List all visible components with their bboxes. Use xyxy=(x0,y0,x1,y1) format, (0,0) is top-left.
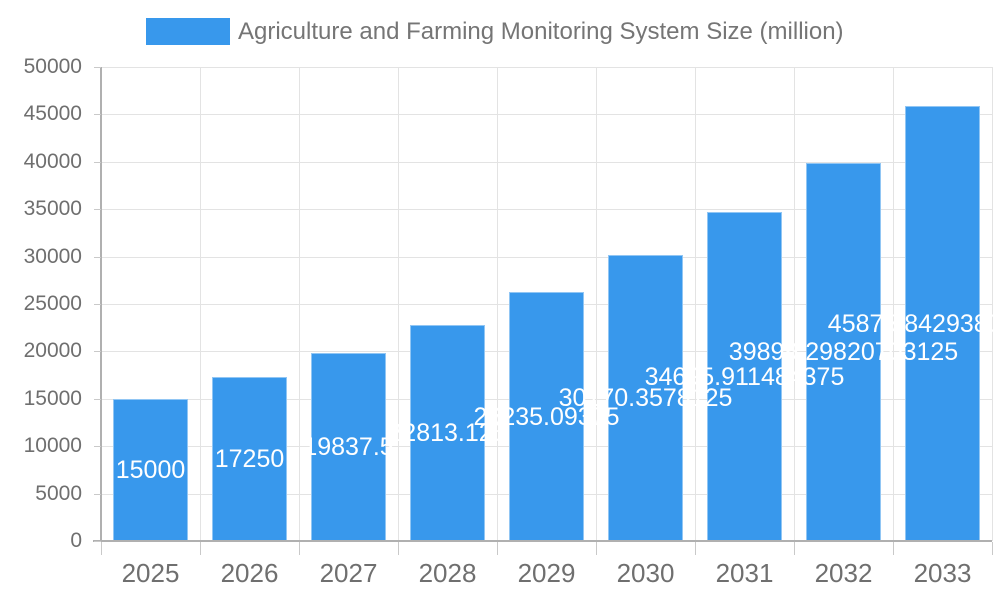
gridline-x-boundary-9 xyxy=(992,67,993,541)
x-tick-mark xyxy=(893,542,894,555)
gridline-x-boundary-4 xyxy=(497,67,498,541)
x-axis-line xyxy=(93,540,992,542)
x-tick-label-2032: 2032 xyxy=(814,558,873,588)
x-tick-label-2029: 2029 xyxy=(517,558,576,588)
x-tick-label-2033: 2033 xyxy=(913,558,972,588)
y-tick-label-50000: 50000 xyxy=(23,55,82,78)
y-tick-mark xyxy=(94,209,101,211)
bar-value-label-2031: 34695.911484375 xyxy=(644,362,845,391)
bar-value-label-2029: 26235.09375 xyxy=(473,402,620,431)
bar-2031[interactable] xyxy=(707,212,782,541)
bar-2030[interactable] xyxy=(608,255,683,541)
x-tick-mark xyxy=(596,542,597,555)
gridline-x-boundary-8 xyxy=(893,67,894,541)
x-tick-label-2027: 2027 xyxy=(319,558,378,588)
gridline-x-boundary-7 xyxy=(794,67,795,541)
bar-value-label-2030: 30170.3578125 xyxy=(558,383,733,412)
y-tick-mark xyxy=(94,493,101,495)
gridline-y-30000 xyxy=(101,256,992,258)
y-axis-line xyxy=(100,67,102,541)
bar-value-label-2033: 45875.84293808594 xyxy=(827,309,1000,338)
bar-value-label-2027: 19837.5 xyxy=(303,432,394,461)
gridline-y-35000 xyxy=(101,209,992,211)
legend-swatch[interactable] xyxy=(146,18,230,45)
y-tick-mark xyxy=(94,256,101,258)
y-tick-label-10000: 10000 xyxy=(23,434,82,458)
x-tick-label-2026: 2026 xyxy=(220,558,279,588)
gridline-x-boundary-6 xyxy=(695,67,696,541)
y-tick-mark xyxy=(94,67,101,68)
y-tick-mark xyxy=(94,398,101,400)
y-tick-label-5000: 5000 xyxy=(35,481,82,505)
legend-label[interactable]: Agriculture and Farming Monitoring Syste… xyxy=(238,17,844,45)
y-tick-mark xyxy=(94,114,101,116)
y-tick-label-45000: 45000 xyxy=(23,102,82,126)
bar-value-label-2028: 22813.125 xyxy=(388,418,507,447)
bar-2032[interactable] xyxy=(806,162,881,541)
gridline-x-boundary-5 xyxy=(596,67,597,541)
x-tick-mark xyxy=(101,542,102,555)
y-tick-mark xyxy=(94,161,101,163)
bar-value-label-2032: 39899.29820703125 xyxy=(728,337,959,366)
gridline-y-45000 xyxy=(101,114,992,116)
y-tick-label-30000: 30000 xyxy=(23,244,82,268)
gridline-x-boundary-2 xyxy=(299,67,300,541)
x-tick-mark xyxy=(794,542,795,555)
x-tick-mark xyxy=(992,542,993,555)
bar-2029[interactable] xyxy=(509,292,584,541)
y-tick-label-0: 0 xyxy=(70,529,82,552)
bar-2027[interactable] xyxy=(311,352,386,541)
y-tick-label-15000: 15000 xyxy=(23,386,82,410)
x-tick-mark xyxy=(299,542,300,555)
bar-2025[interactable] xyxy=(113,398,188,541)
bar-2026[interactable] xyxy=(212,377,287,541)
y-tick-mark xyxy=(94,446,101,448)
y-tick-label-40000: 40000 xyxy=(23,149,82,173)
bar-value-label-2025: 15000 xyxy=(115,455,186,484)
y-tick-mark xyxy=(94,351,101,353)
x-tick-mark xyxy=(200,542,201,555)
bar-value-label-2026: 17250 xyxy=(214,445,285,474)
x-tick-label-2028: 2028 xyxy=(418,558,477,588)
legend[interactable]: Agriculture and Farming Monitoring Syste… xyxy=(146,18,844,45)
gridline-y-40000 xyxy=(101,161,992,163)
y-tick-label-35000: 35000 xyxy=(23,197,82,221)
x-tick-mark xyxy=(497,542,498,555)
gridline-y-50000 xyxy=(101,67,992,68)
x-tick-mark xyxy=(695,542,696,555)
gridline-x-boundary-1 xyxy=(200,67,201,541)
bar-2028[interactable] xyxy=(410,324,485,541)
y-tick-label-20000: 20000 xyxy=(23,339,82,363)
x-tick-label-2031: 2031 xyxy=(715,558,774,588)
plot-area: 15000 17250 19837.5 22813.125 26235.09375 301… xyxy=(101,67,1000,541)
x-tick-label-2030: 2030 xyxy=(616,558,675,588)
x-tick-label-2025: 2025 xyxy=(121,558,180,588)
x-tick-mark xyxy=(398,542,399,555)
y-tick-label-25000: 25000 xyxy=(23,292,82,315)
y-tick-mark xyxy=(94,304,101,305)
bar-2033[interactable] xyxy=(905,106,980,541)
y-tick-mark xyxy=(94,541,101,542)
gridline-x-boundary-3 xyxy=(398,67,399,541)
